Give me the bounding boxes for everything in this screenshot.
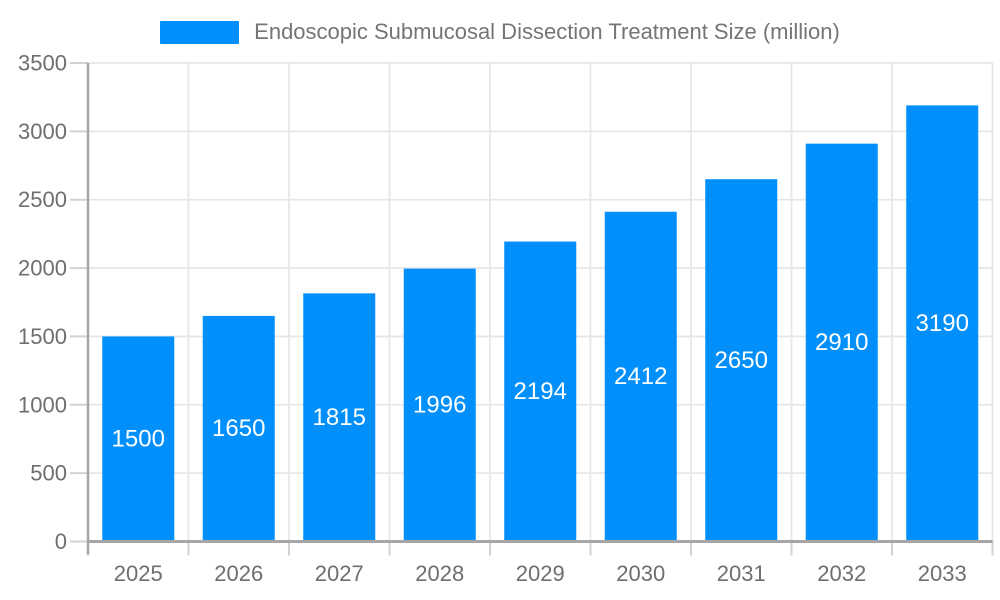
legend-swatch [160,20,240,44]
bar[interactable] [705,179,778,543]
y-tick-label: 3000 [18,119,67,144]
x-tick-label: 2028 [415,561,464,586]
x-tick-label: 2026 [214,561,263,586]
x-tick-label: 2033 [918,561,967,586]
y-tick-label: 1500 [18,324,67,349]
y-tick-label: 500 [30,461,67,486]
y-tick-label: 2500 [18,187,67,212]
bar[interactable] [202,315,275,543]
bar[interactable] [906,105,979,543]
y-tick-label: 2000 [18,256,67,281]
bar-value-label: 3190 [916,310,969,337]
x-tick-label: 2032 [817,561,866,586]
x-tick-label: 2030 [616,561,665,586]
x-tick-label: 2031 [717,561,766,586]
y-tick-label: 0 [55,529,67,554]
bar[interactable] [604,211,677,543]
y-tick-label: 1000 [18,392,67,417]
bar-value-label: 1500 [112,425,165,452]
bar[interactable] [805,143,878,543]
bar[interactable] [102,336,175,543]
bar[interactable] [504,241,577,543]
bar[interactable] [303,293,376,543]
bar-value-label: 2412 [614,363,667,390]
legend[interactable]: Endoscopic Submucosal Dissection Treatme… [0,17,1000,47]
x-tick-label: 2027 [315,561,364,586]
bar-value-label: 2194 [514,378,567,405]
x-tick-label: 2029 [516,561,565,586]
bar-value-label: 1650 [212,415,265,442]
x-tick-label: 2025 [114,561,163,586]
bar-value-label: 1996 [413,392,466,419]
bar[interactable] [403,268,476,543]
bar-value-label: 2910 [815,329,868,356]
bar-value-label: 1815 [313,404,366,431]
bar-value-label: 2650 [715,347,768,374]
legend-label: Endoscopic Submucosal Dissection Treatme… [254,19,840,44]
y-tick-label: 3500 [18,51,67,76]
